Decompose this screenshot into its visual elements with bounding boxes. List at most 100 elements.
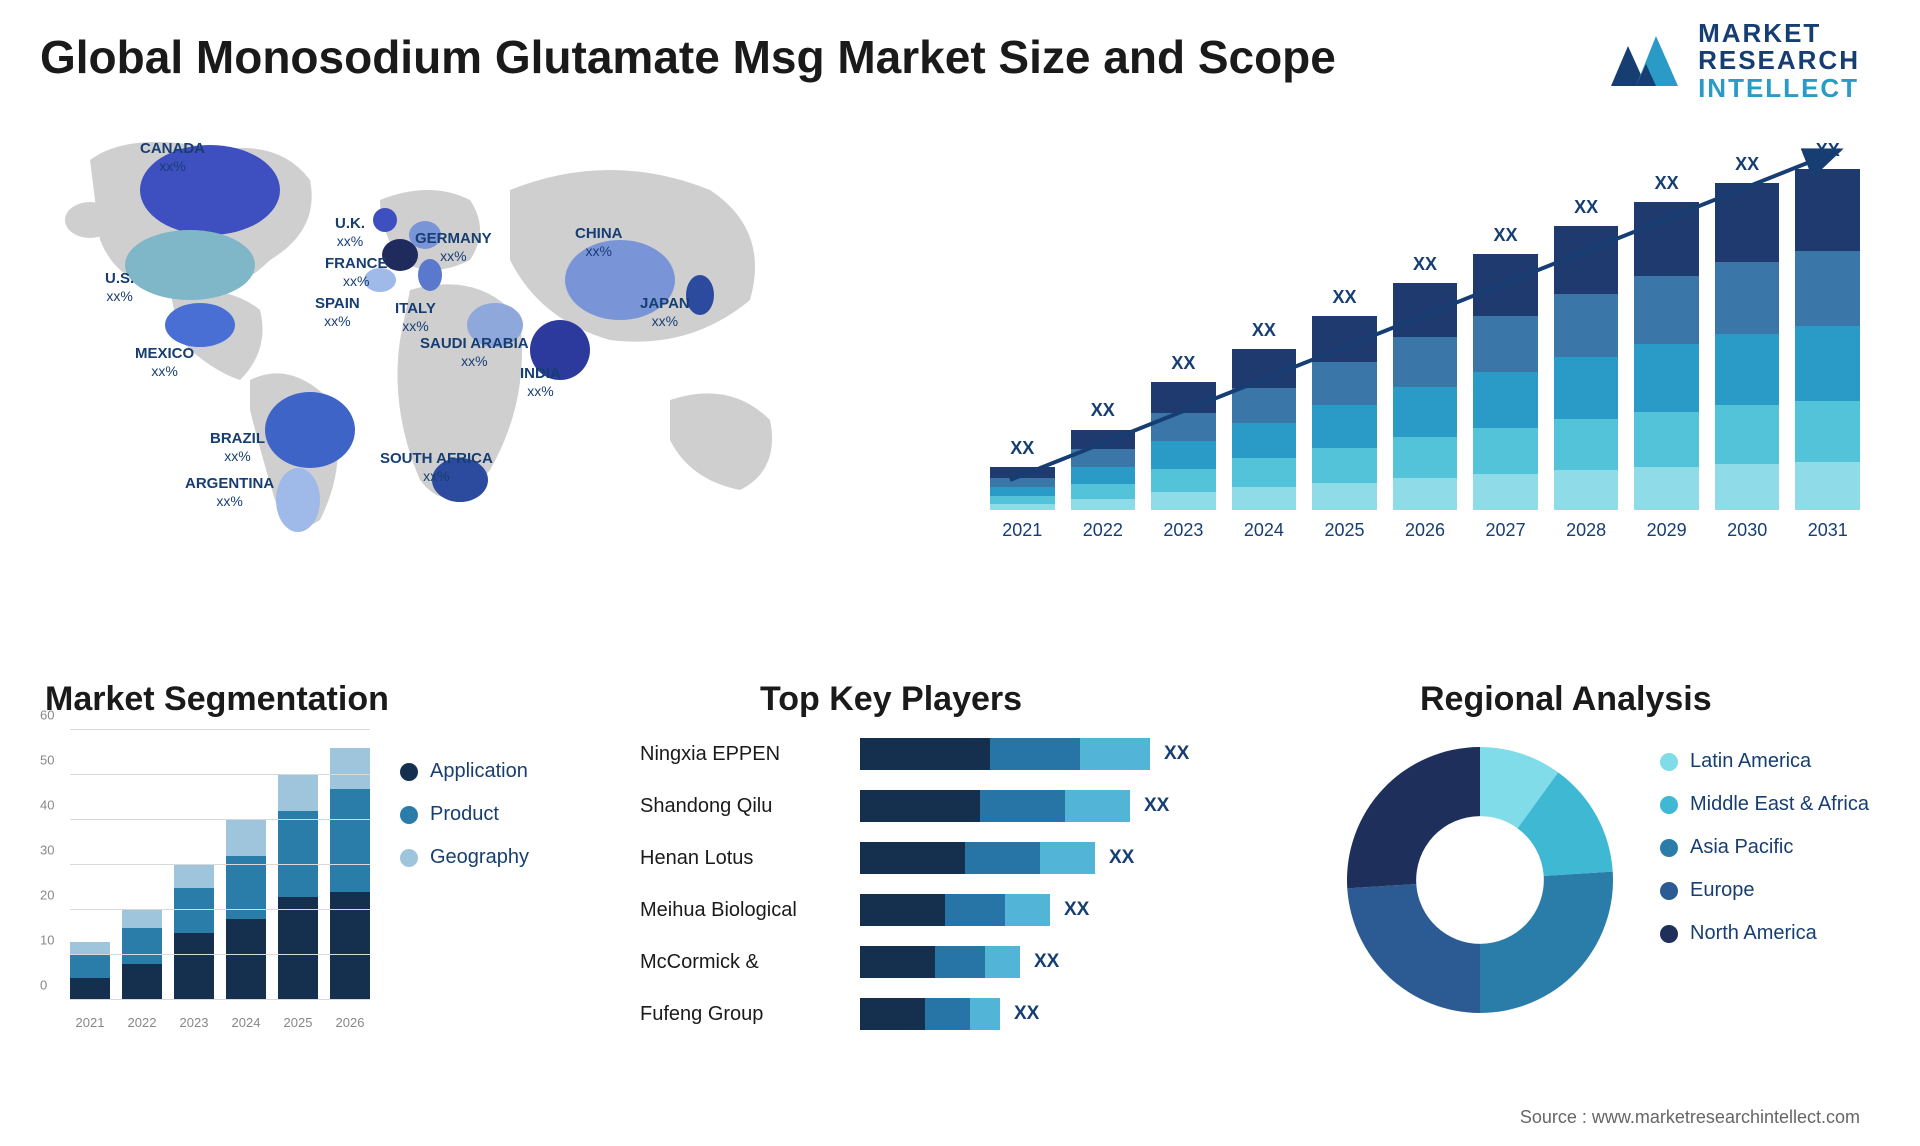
bigbar-value-label: XX [1010,438,1034,459]
bigbar-xtick: 2024 [1232,520,1297,541]
bigbar-seg [1473,474,1538,510]
bigbar-seg [990,496,1055,504]
bigbar-seg [1232,349,1297,388]
player-seg [985,946,1020,978]
player-row: McCormick & XX [640,943,1280,981]
bigbar-col-2021 [990,467,1055,510]
seg-seg [278,897,318,1001]
seg-legend: Application Product Geography [400,760,529,889]
map-label-italy: ITALYxx% [395,300,436,335]
legend-label: North America [1690,922,1817,945]
legend-label: Geography [430,846,529,869]
bigbar-seg [1071,484,1136,498]
bigbar-seg [990,478,1055,487]
bigbar-seg [1715,262,1780,334]
bigbar-seg [1795,169,1860,251]
bigbar-seg [1312,405,1377,448]
legend-label: Europe [1690,879,1755,902]
bigbar-seg [1795,462,1860,510]
player-seg [925,998,970,1030]
seg-seg [70,955,110,978]
seg-col-2022 [122,910,162,1000]
logo-line1: MARKET [1698,20,1860,47]
bigbar-seg [1312,448,1377,483]
seg-legend-row: Geography [400,846,529,869]
bigbar-col-2023 [1151,382,1216,510]
bigbar-col-2026 [1393,283,1458,510]
legend-dot-icon [1660,839,1678,857]
bigbar-seg [1151,441,1216,469]
legend-dot-icon [400,763,418,781]
regional-donut [1340,740,1620,1020]
seg-gridline [70,909,370,910]
bigbar-seg [1151,413,1216,441]
player-bar [860,998,1000,1030]
bigbar-seg [990,487,1055,496]
bigbar-seg [1071,449,1136,467]
map-label-spain: SPAINxx% [315,295,360,330]
legend-dot-icon [1660,925,1678,943]
player-seg [935,946,985,978]
bigbar-value-label: XX [1655,173,1679,194]
bigbar-seg [1312,483,1377,510]
seg-seg [174,865,214,888]
seg-seg [174,933,214,1001]
bigbar-seg [1554,226,1619,294]
player-seg [990,738,1080,770]
logo-line2: RESEARCH [1698,47,1860,74]
bigbar-value-label: XX [1171,353,1195,374]
player-row: Shandong QiluXX [640,787,1280,825]
player-value: XX [1164,743,1189,765]
page-title: Global Monosodium Glutamate Msg Market S… [40,30,1336,84]
bigbar-seg [1473,428,1538,474]
bigbar-seg [1634,344,1699,412]
bigbar-seg [1554,294,1619,357]
player-bar [860,946,1020,978]
player-seg [860,790,980,822]
seg-legend-row: Application [400,760,529,783]
player-row: Henan LotusXX [640,839,1280,877]
seg-gridline [70,999,370,1000]
seg-ytick: 0 [40,978,47,993]
player-seg [860,946,935,978]
seg-col-2025 [278,775,318,1000]
player-name: McCormick & [640,951,860,974]
player-value: XX [1064,899,1089,921]
map-country-japan [686,275,714,315]
map-label-argentina: ARGENTINAxx% [185,475,274,510]
bigbar-seg [1715,464,1780,510]
bigbar-seg [1634,202,1699,276]
player-name: Fufeng Group [640,1003,860,1026]
seg-seg [174,888,214,933]
player-row: Ningxia EPPEN XX [640,735,1280,773]
legend-dot-icon [1660,753,1678,771]
bigbar-seg [1232,388,1297,423]
bigbar-seg [1715,183,1780,261]
legend-label: Product [430,803,499,826]
bigbar-seg [1795,251,1860,326]
bigbar-seg [1634,467,1699,510]
bigbar-seg [1554,419,1619,470]
bigbar-seg [1151,382,1216,413]
bigbar-col-2025 [1312,316,1377,510]
seg-xtick: 2022 [122,1015,162,1030]
logo-mark-icon [1606,26,1686,96]
player-value: XX [1034,951,1059,973]
bigbar-xtick: 2023 [1151,520,1216,541]
bigbar-xtick: 2031 [1795,520,1860,541]
brand-logo: MARKET RESEARCH INTELLECT [1606,20,1860,102]
seg-ytick: 40 [40,798,54,813]
world-map: CANADAxx%U.S.xx%MEXICOxx%BRAZILxx%ARGENT… [50,120,910,560]
bigbar-plot: XXXXXXXXXXXXXXXXXXXXXX [990,130,1860,510]
bigbar-value-label: XX [1735,154,1759,175]
player-seg [970,998,1000,1030]
player-name: Ningxia EPPEN [640,743,860,766]
regional-legend: Latin AmericaMiddle East & AfricaAsia Pa… [1660,750,1869,965]
player-seg [1065,790,1130,822]
bigbar-xtick: 2027 [1473,520,1538,541]
seg-gridline [70,819,370,820]
seg-gridline [70,774,370,775]
player-value: XX [1109,847,1134,869]
bigbar-xaxis: 2021202220232024202520262027202820292030… [990,520,1860,541]
player-value: XX [1014,1003,1039,1025]
